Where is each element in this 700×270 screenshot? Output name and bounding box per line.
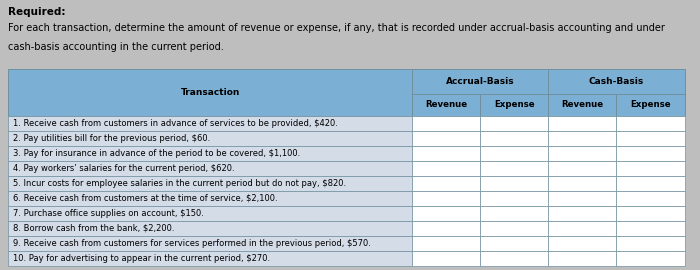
Text: Expense: Expense	[494, 100, 535, 109]
Text: Transaction: Transaction	[181, 88, 240, 97]
Text: Expense: Expense	[630, 100, 671, 109]
Bar	[617, 116, 685, 131]
Bar	[617, 146, 685, 161]
Bar	[480, 116, 548, 131]
Bar	[412, 116, 480, 131]
Bar	[8, 221, 412, 236]
Bar	[548, 236, 617, 251]
Bar	[412, 161, 480, 176]
Text: 2. Pay utilities bill for the previous period, $60.: 2. Pay utilities bill for the previous p…	[13, 134, 210, 143]
Text: 6. Receive cash from customers at the time of service, $2,100.: 6. Receive cash from customers at the ti…	[13, 194, 277, 203]
Bar	[8, 191, 412, 206]
Bar	[412, 131, 480, 146]
Text: 3. Pay for insurance in advance of the period to be covered, $1,100.: 3. Pay for insurance in advance of the p…	[13, 149, 300, 158]
Bar	[480, 191, 548, 206]
Bar	[8, 161, 412, 176]
Text: 5. Incur costs for employee salaries in the current period but do not pay, $820.: 5. Incur costs for employee salaries in …	[13, 179, 346, 188]
Bar	[548, 94, 617, 116]
Bar	[617, 191, 685, 206]
Text: Accrual-Basis: Accrual-Basis	[446, 77, 514, 86]
Bar	[8, 176, 412, 191]
Text: Cash-Basis: Cash-Basis	[589, 77, 644, 86]
Bar	[412, 176, 480, 191]
Bar	[8, 236, 412, 251]
Bar	[412, 236, 480, 251]
Bar	[548, 69, 685, 94]
Bar	[8, 131, 412, 146]
Bar	[8, 251, 412, 266]
Bar	[412, 206, 480, 221]
Bar	[548, 116, 617, 131]
Text: Revenue: Revenue	[425, 100, 467, 109]
Text: 10. Pay for advertising to appear in the current period, $270.: 10. Pay for advertising to appear in the…	[13, 254, 270, 263]
Bar	[8, 116, 412, 131]
Bar	[480, 236, 548, 251]
Bar	[480, 176, 548, 191]
Bar	[8, 206, 412, 221]
Bar	[617, 131, 685, 146]
Bar	[548, 176, 617, 191]
Bar	[617, 251, 685, 266]
Bar	[8, 146, 412, 161]
Bar	[480, 146, 548, 161]
Bar	[617, 221, 685, 236]
Bar	[412, 94, 480, 116]
Bar	[412, 221, 480, 236]
Bar	[412, 69, 548, 94]
Bar	[548, 146, 617, 161]
Bar	[480, 94, 548, 116]
Text: Required:: Required:	[8, 7, 66, 17]
Bar	[412, 191, 480, 206]
Bar	[548, 221, 617, 236]
Bar	[480, 161, 548, 176]
Text: cash-basis accounting in the current period.: cash-basis accounting in the current per…	[8, 42, 224, 52]
Bar	[617, 176, 685, 191]
Text: 4. Pay workers’ salaries for the current period, $620.: 4. Pay workers’ salaries for the current…	[13, 164, 234, 173]
Bar	[548, 191, 617, 206]
Bar	[617, 236, 685, 251]
Text: 9. Receive cash from customers for services performed in the previous period, $5: 9. Receive cash from customers for servi…	[13, 239, 370, 248]
Bar	[548, 131, 617, 146]
Bar	[412, 146, 480, 161]
Bar	[548, 161, 617, 176]
Bar	[617, 161, 685, 176]
Bar	[480, 251, 548, 266]
Text: 1. Receive cash from customers in advance of services to be provided, $420.: 1. Receive cash from customers in advanc…	[13, 119, 337, 128]
Bar	[617, 94, 685, 116]
Text: Revenue: Revenue	[561, 100, 603, 109]
Bar	[548, 206, 617, 221]
Bar	[548, 251, 617, 266]
Bar	[480, 221, 548, 236]
Bar	[8, 69, 412, 116]
Text: 7. Purchase office supplies on account, $150.: 7. Purchase office supplies on account, …	[13, 209, 204, 218]
Bar	[412, 251, 480, 266]
Bar	[617, 206, 685, 221]
Text: For each transaction, determine the amount of revenue or expense, if any, that i: For each transaction, determine the amou…	[8, 23, 665, 33]
Text: 8. Borrow cash from the bank, $2,200.: 8. Borrow cash from the bank, $2,200.	[13, 224, 174, 233]
Bar	[480, 131, 548, 146]
Bar	[480, 206, 548, 221]
